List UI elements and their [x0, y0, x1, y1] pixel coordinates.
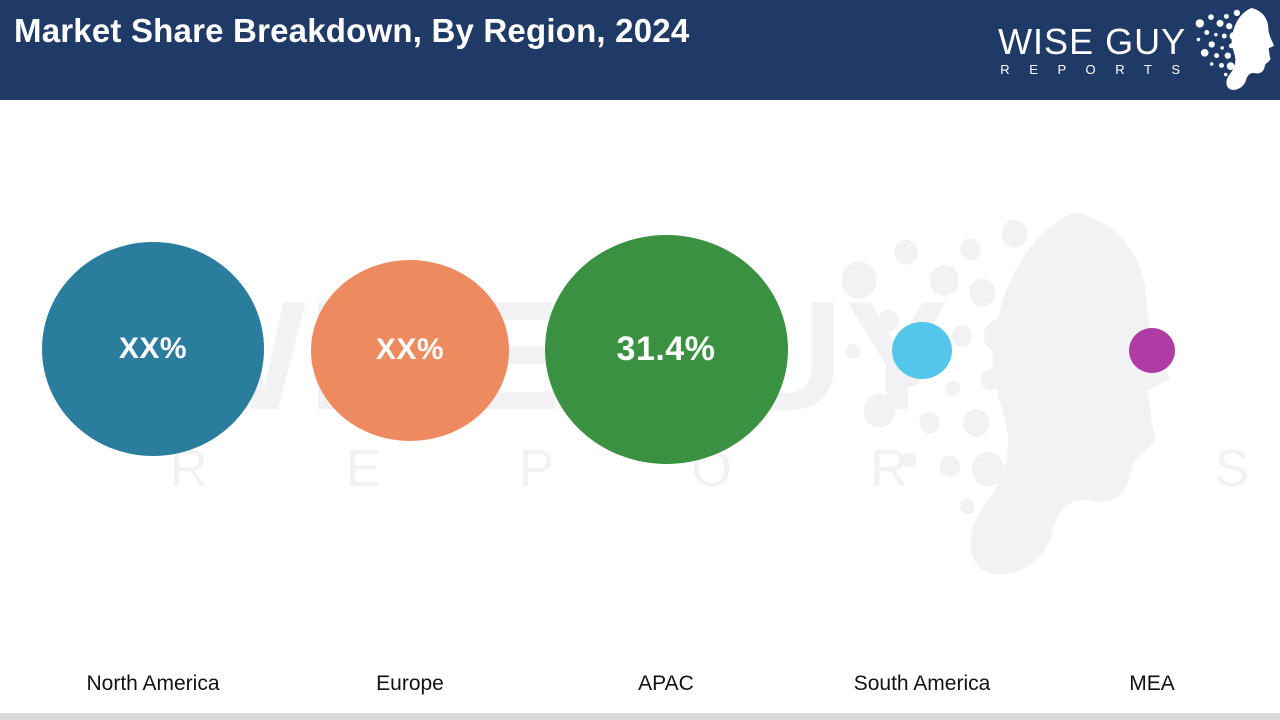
logo-wordmark: WISE GUY R E P O R T S: [996, 23, 1188, 77]
category-label-south-america: South America: [853, 672, 991, 695]
category-label-apac: APAC: [638, 672, 694, 695]
page-title: Market Share Breakdown, By Region, 2024: [14, 12, 690, 49]
logo-face-icon: [1195, 8, 1274, 90]
category-label-north-america: North America: [86, 672, 220, 695]
header: Market Share Breakdown, By Region, 2024 …: [0, 0, 1280, 100]
wise-guy-logo: WISE GUY R E P O R T S: [996, 8, 1274, 92]
category-label-mea: MEA: [1129, 672, 1175, 695]
bubble-chart: WISE GUY R E P O R T S XX%XX%31.4% North…: [0, 100, 1280, 720]
bubble-value-label: XX%: [118, 332, 188, 365]
bubble-north-america: XX%: [42, 242, 264, 456]
bubbles-layer: XX% XX% 31.4%: [0, 100, 1280, 720]
bubble-value-label: 31.4%: [616, 329, 716, 368]
category-label-europe: Europe: [376, 672, 444, 695]
logo-name: WISE GUY: [998, 21, 1187, 63]
bubble-value-label: XX%: [375, 333, 445, 366]
logo-subtitle: R E P O R T S: [1000, 61, 1188, 77]
bubble-europe: XX%: [311, 259, 509, 441]
category-labels-row: North America Europe APAC South America MEA: [0, 100, 1280, 720]
bubble-apac: 31.4%: [544, 234, 788, 464]
bottom-strip: [0, 713, 1280, 720]
